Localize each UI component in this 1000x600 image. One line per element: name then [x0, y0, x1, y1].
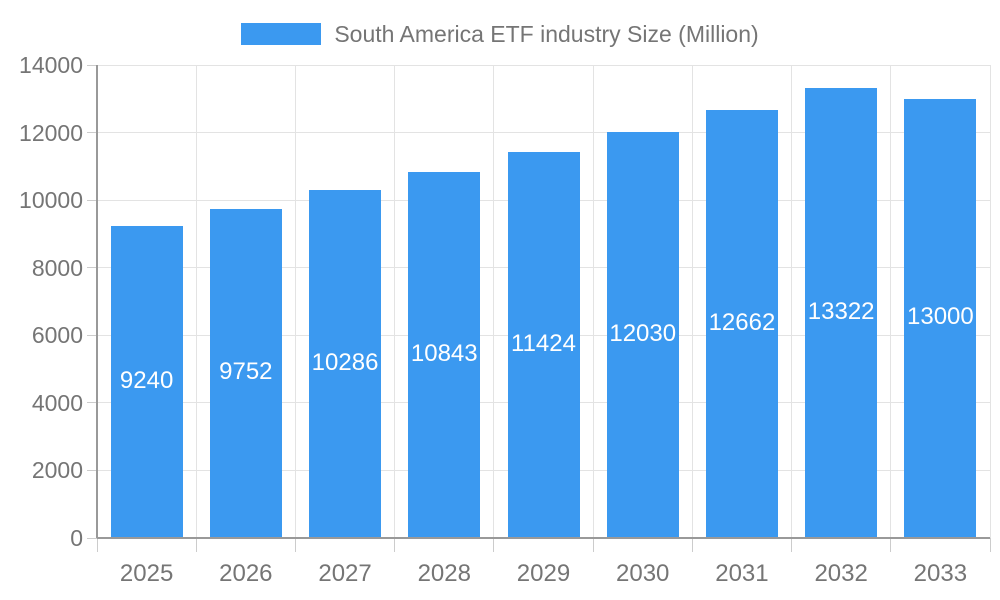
y-axis-tick-mark	[87, 469, 97, 471]
y-tick-label: 14000	[19, 52, 83, 78]
x-tick-label: 2027	[318, 560, 372, 587]
bar-value-label: 9752	[219, 358, 273, 386]
bar[interactable]: 11424	[507, 152, 580, 537]
x-tick-label: 2030	[616, 560, 670, 587]
bar[interactable]: 9752	[209, 208, 282, 537]
x-axis-tick-mark	[493, 538, 495, 552]
bar-value-label: 11424	[511, 330, 576, 357]
y-axis-tick-mark	[87, 199, 97, 201]
x-axis-tick-mark	[96, 538, 98, 552]
y-axis-tick-mark	[87, 334, 97, 336]
bar[interactable]: 10286	[309, 190, 382, 537]
y-axis-line	[96, 65, 98, 538]
bar-value-label: 10843	[410, 339, 478, 367]
y-axis-tick-mark	[87, 537, 97, 539]
gridline-vertical	[493, 65, 495, 538]
gridline-vertical	[195, 65, 197, 538]
y-tick-label: 4000	[31, 389, 83, 416]
x-tick-label: 2031	[715, 560, 769, 587]
x-axis-tick-mark	[791, 538, 793, 552]
bar-value-label: 12662	[708, 309, 776, 337]
y-tick-label: 10000	[19, 187, 83, 214]
bar[interactable]: 12662	[705, 110, 778, 537]
gridline-vertical	[691, 65, 693, 538]
x-tick-label: 2032	[814, 560, 868, 587]
y-axis-tick-mark	[87, 64, 97, 66]
x-axis-line	[97, 537, 990, 539]
y-axis-tick-mark	[87, 132, 97, 134]
y-tick-label: 2000	[31, 457, 83, 484]
y-axis-tick-mark	[87, 267, 97, 269]
bar-value-label: 12030	[609, 319, 677, 347]
gridline-vertical	[294, 65, 296, 538]
x-tick-label: 2033	[913, 560, 968, 587]
legend-swatch	[241, 23, 322, 45]
bar-value-label: 10286	[311, 349, 379, 377]
bar[interactable]: 10843	[408, 171, 481, 537]
x-axis-tick-mark	[592, 538, 594, 552]
x-tick-label: 2028	[417, 560, 471, 587]
bar[interactable]: 9240	[110, 225, 183, 537]
x-tick-label: 2026	[219, 560, 273, 587]
x-tick-label: 2029	[516, 560, 571, 587]
bar-value-label: 13000	[907, 303, 974, 331]
gridline-vertical	[394, 65, 396, 538]
y-tick-label: 6000	[31, 322, 83, 349]
bar[interactable]: 13000	[904, 98, 977, 537]
legend-label: South America ETF industry Size (Million…	[334, 20, 759, 47]
x-axis-tick-mark	[890, 538, 892, 552]
gridline-horizontal	[97, 132, 990, 134]
x-tick-label: 2025	[119, 560, 174, 587]
y-axis-tick-mark	[87, 402, 97, 404]
x-axis-tick-mark	[394, 538, 396, 552]
bar[interactable]: 13322	[805, 87, 878, 537]
y-tick-label: 8000	[31, 254, 83, 281]
gridline-vertical	[989, 65, 991, 538]
gridline-vertical	[791, 65, 793, 538]
gridline-horizontal	[97, 64, 990, 66]
bar-value-label: 13322	[807, 297, 875, 325]
legend[interactable]: South America ETF industry Size (Million…	[0, 12, 1000, 56]
x-axis-tick-mark	[294, 538, 296, 552]
y-tick-label: 0	[70, 525, 83, 551]
x-axis-tick-mark	[195, 538, 197, 552]
bar[interactable]: 12030	[606, 131, 679, 537]
x-axis-tick-mark	[691, 538, 693, 552]
x-axis-tick-mark	[989, 538, 991, 552]
gridline-vertical	[592, 65, 594, 538]
y-tick-label: 12000	[19, 119, 83, 146]
gridline-vertical	[890, 65, 892, 538]
bar-value-label: 9240	[119, 366, 174, 394]
